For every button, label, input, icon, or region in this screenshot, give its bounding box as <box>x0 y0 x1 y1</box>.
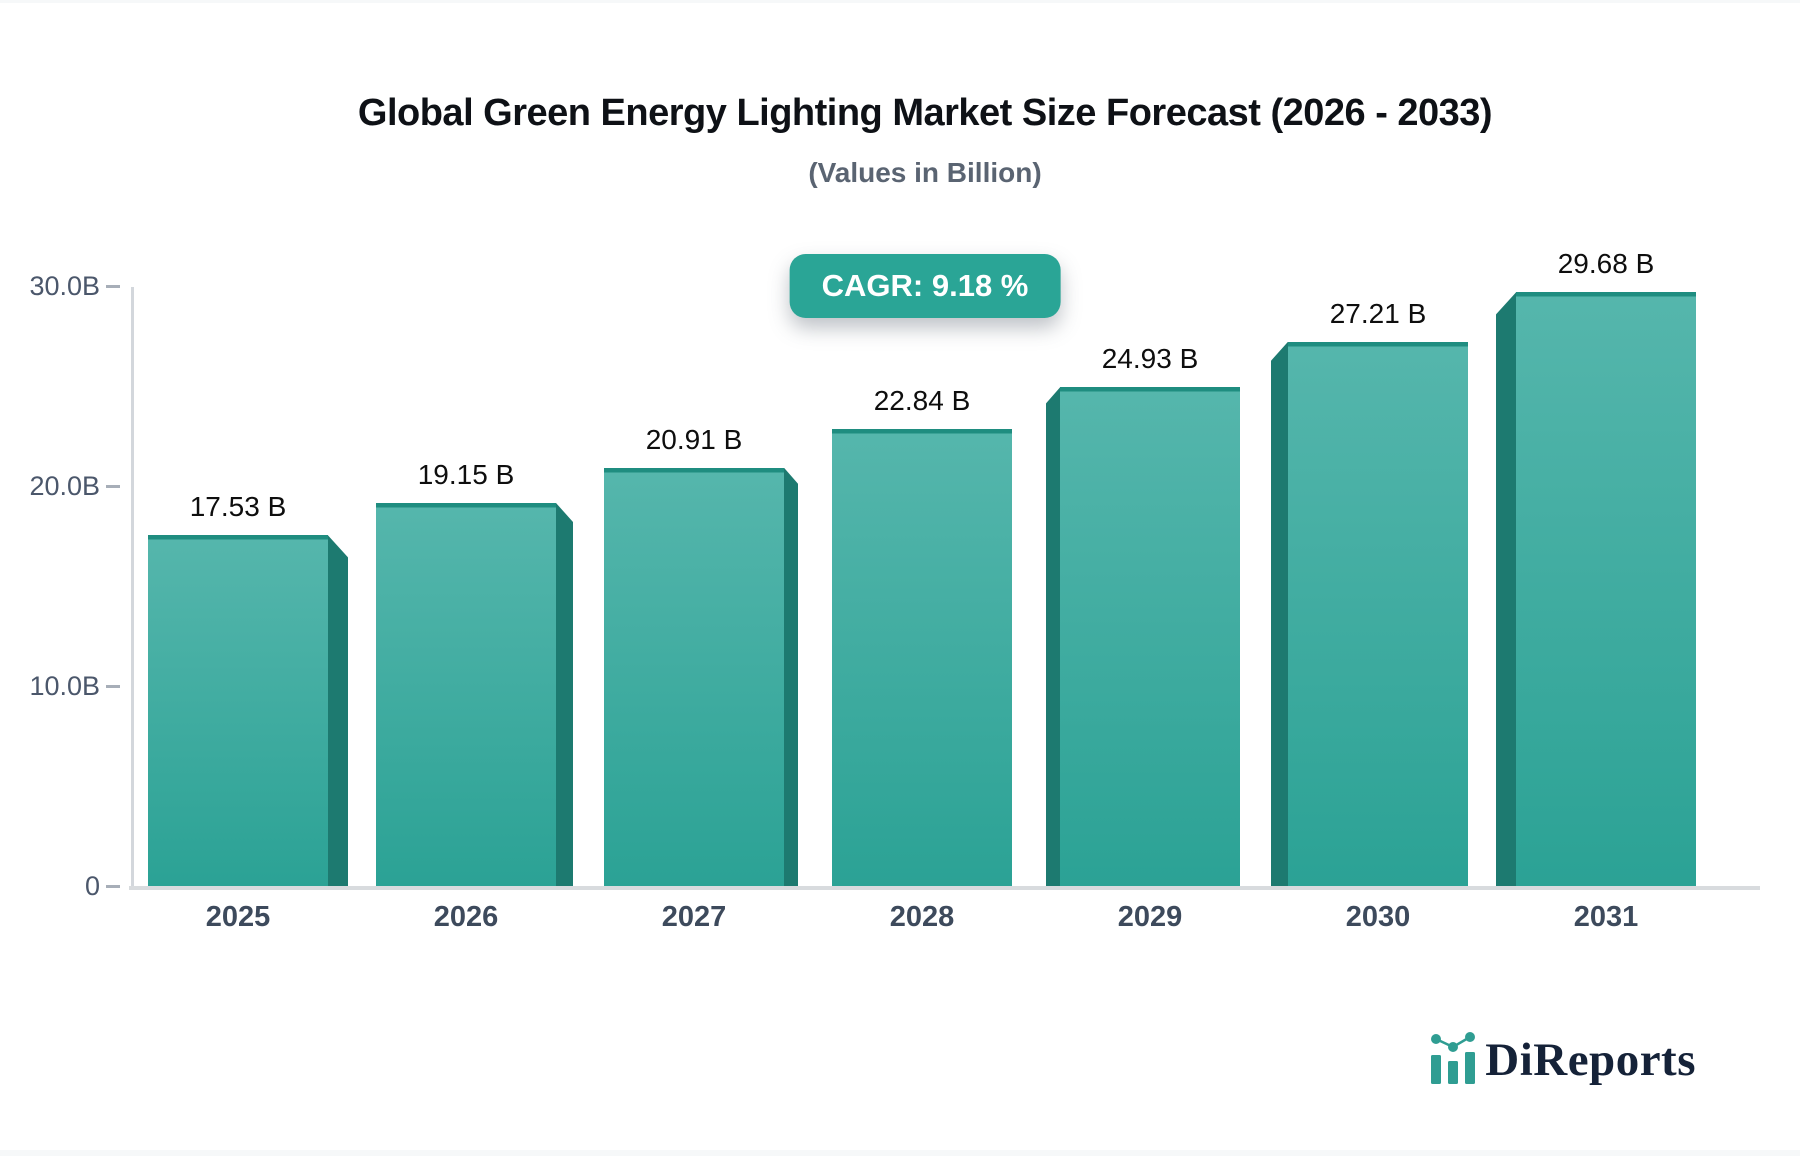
x-tick-label-2029: 2029 <box>1117 901 1183 933</box>
bar-2025 <box>148 535 328 886</box>
x-tick-label-2026: 2026 <box>433 901 499 933</box>
chart-title: Global Green Energy Lighting Market Size… <box>357 92 1493 134</box>
bar-2028 <box>832 429 1012 886</box>
bar-2031 <box>1516 292 1696 886</box>
x-tick-label-2027: 2027 <box>661 901 727 933</box>
bar-3d-side-2025 <box>328 535 348 886</box>
bar-value-label-2026: 19.15 B <box>417 459 515 490</box>
direports-logo-icon <box>1431 1032 1476 1084</box>
x-axis-baseline <box>129 886 1760 890</box>
x-tick-label-2030: 2030 <box>1345 901 1411 933</box>
y-axis-line <box>131 287 134 890</box>
chart-header: Global Green Energy Lighting Market Size… <box>60 92 1790 189</box>
bar-2027 <box>604 467 784 886</box>
bar-value-label-2030: 27.21 B <box>1329 297 1427 329</box>
bar-2030 <box>1288 341 1468 886</box>
x-tick-label-2031: 2031 <box>1573 901 1639 933</box>
x-tick-label-2028: 2028 <box>889 901 955 933</box>
bottom-edge-strip <box>0 1150 1800 1156</box>
bar-3d-side-2027 <box>784 467 798 886</box>
direports-logo-text: DiReports <box>1485 1034 1696 1086</box>
y-tick-mark <box>106 485 120 488</box>
bar-value-label-2027: 20.91 B <box>645 423 743 455</box>
bar-3d-side-2031 <box>1496 292 1516 886</box>
y-tick-mark <box>106 885 120 888</box>
bar-value-label-2025: 17.53 B <box>189 491 287 523</box>
cagr-badge: CAGR: 9.18 % <box>789 254 1061 318</box>
direports-logo: DiReports <box>1429 1030 1696 1086</box>
y-tick-label-0: 0 <box>84 871 100 901</box>
bar-value-label-2028: 22.84 B <box>873 385 971 417</box>
y-tick-mark <box>106 285 120 288</box>
y-tick-label-10.0B: 10.0B <box>29 671 100 701</box>
bar-2026 <box>376 503 556 886</box>
top-edge-strip <box>0 0 1800 3</box>
y-tick-label-20.0B: 20.0B <box>29 471 100 501</box>
bar-3d-side-2026 <box>556 503 573 886</box>
bar-value-label-2031: 29.68 B <box>1557 248 1655 280</box>
bar-3d-side-2030 <box>1271 341 1288 886</box>
bar-value-label-2029: 24.93 B <box>1101 343 1199 375</box>
x-tick-label-2025: 2025 <box>205 901 271 933</box>
bar-2029 <box>1060 387 1240 886</box>
bar-3d-side-2029 <box>1046 387 1060 886</box>
chart-subtitle: (Values in Billion) <box>808 157 1042 188</box>
y-tick-mark <box>106 685 120 688</box>
y-tick-label-30.0B: 30.0B <box>29 271 100 301</box>
